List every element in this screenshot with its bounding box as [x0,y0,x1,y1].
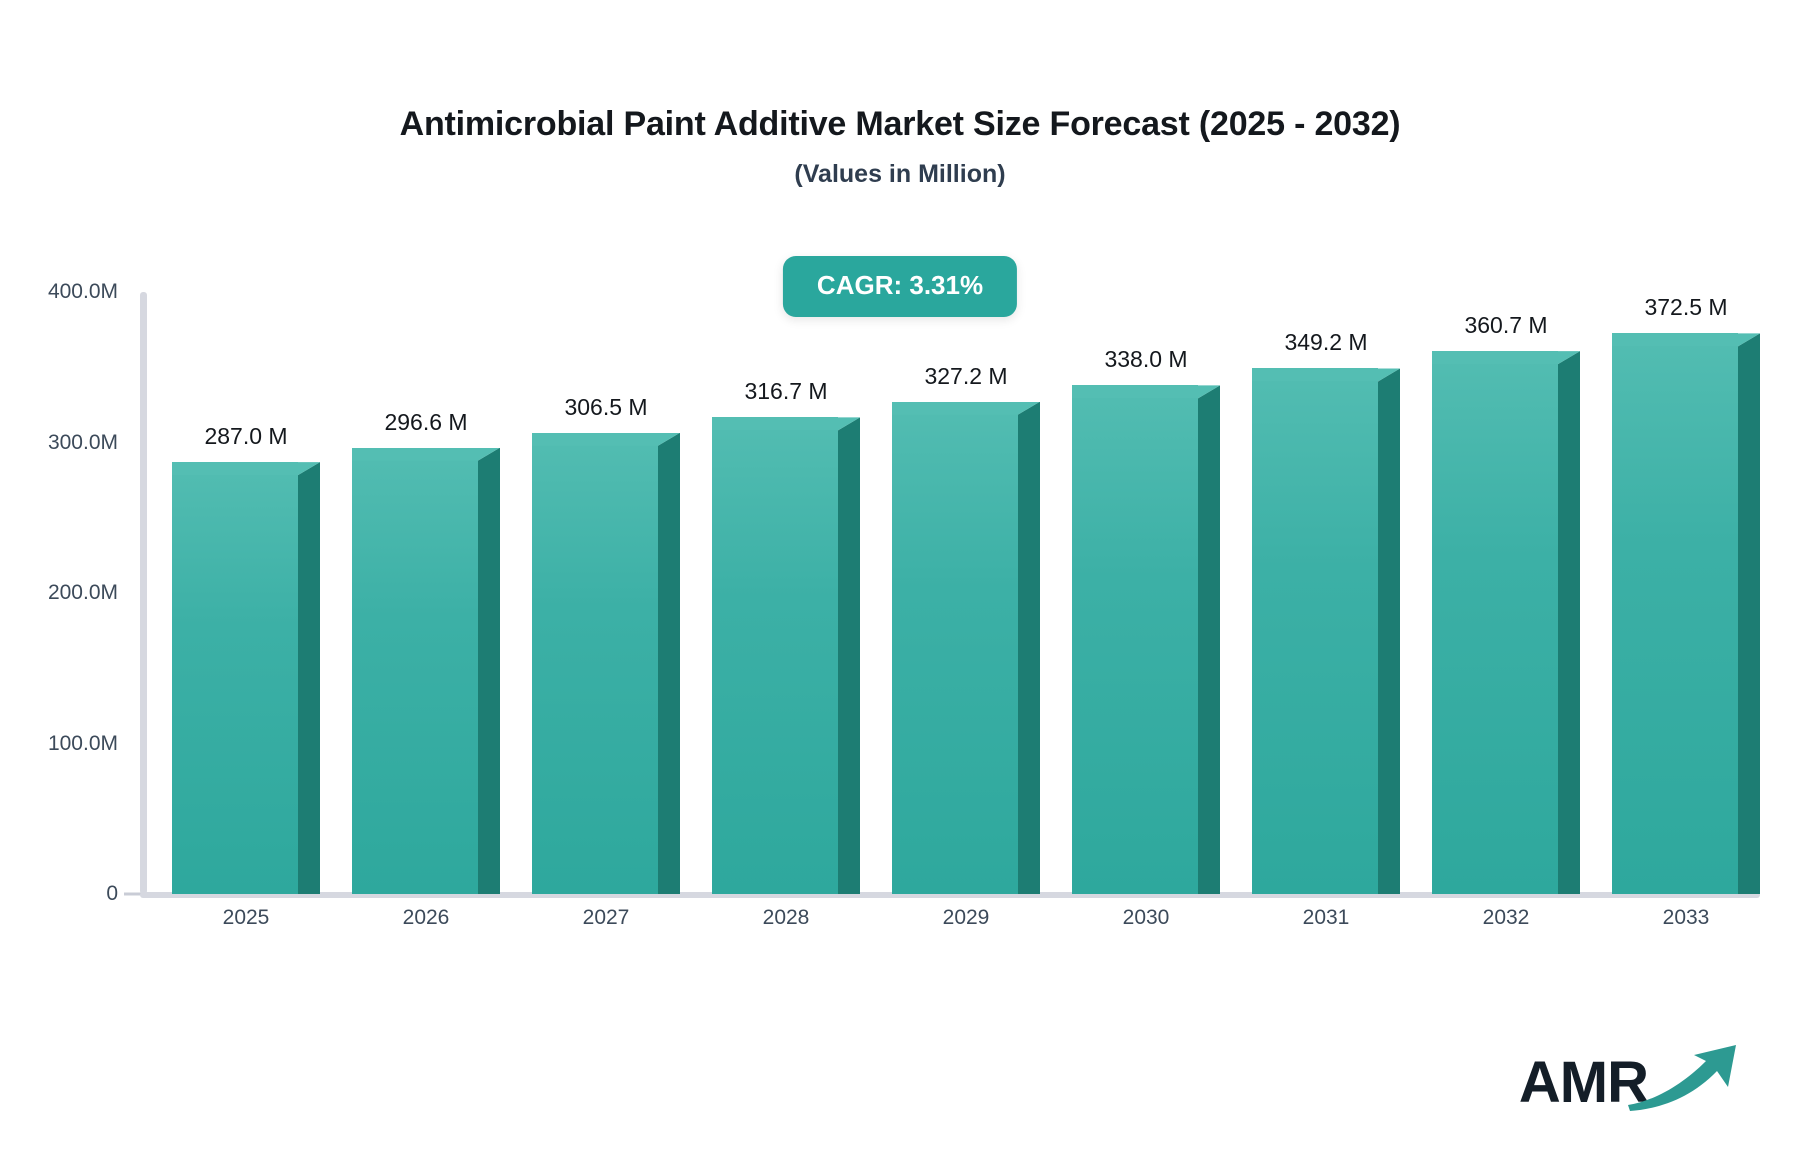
bar-side-face [838,417,860,894]
chart-subtitle: (Values in Million) [794,159,1006,188]
bar-side-face [478,447,500,894]
cagr-badge: CAGR: 3.31% [782,256,1018,317]
bar-top-face [172,462,320,476]
y-axis-tick-label: 0 [106,882,118,905]
x-axis-tick-2032: 2032 [1482,906,1530,929]
bar-body [1612,333,1760,894]
bar-top-face [892,401,1040,415]
bar-value-label: 316.7 M [744,378,828,405]
bar-side-face [1558,351,1580,894]
bar-side-face [1378,368,1400,894]
x-axis-tick-2026: 2026 [402,906,450,929]
x-axis-tick-2028: 2028 [762,906,810,929]
bar-top-face [712,417,860,431]
bar-value-label: 360.7 M [1464,312,1548,339]
y-axis-tick-400: 400.0M [48,280,118,304]
bar-front-face [172,462,298,894]
amr-logo: AMR [1519,1032,1744,1112]
bar-2029[interactable]: 327.2 M [892,363,1040,894]
bar-side-face [298,462,320,894]
x-axis-tick-2025: 2025 [222,906,270,929]
x-axis-tick-2033: 2033 [1662,906,1710,929]
bar-value-label: 338.0 M [1104,346,1188,373]
y-axis-labels: 400.0M 300.0M 200.0M 100.0M 0 [0,280,144,905]
bar-value-label: 287.0 M [204,423,288,450]
x-axis-tick-2030: 2030 [1122,906,1170,929]
bar-top-face [532,432,680,446]
bar-front-face [892,401,1018,894]
bar-2031[interactable]: 349.2 M [1252,329,1400,894]
bar-top-face [1432,351,1580,365]
x-axis-tick-2027: 2027 [582,906,630,929]
title-block: Antimicrobial Paint Additive Market Size… [0,104,1800,189]
y-axis-line [140,292,147,894]
bar-side-face [658,432,680,894]
bar-value-label: 372.5 M [1644,294,1728,321]
bar-front-face [1612,333,1738,894]
bar-front-face [352,447,478,894]
bar-side-face [1738,333,1760,894]
bar-2030[interactable]: 338.0 M [1072,346,1220,894]
amr-logo-text: AMR [1518,1050,1649,1115]
y-axis-tick-label: 300.0M [47,430,118,454]
bar-top-face [352,447,500,461]
bar-front-face [1432,351,1558,894]
bars-layer: 287.0 M 296.6 M 306.5 M 316.7 M 327.2 M 338.0… [140,292,1760,894]
bar-2033[interactable]: 372.5 M [1612,294,1760,894]
bar-2025[interactable]: 287.0 M [172,423,320,894]
y-axis-tick-dash [124,892,144,896]
bar-front-face [1072,385,1198,894]
y-axis-tick-label: 400.0M [47,280,118,303]
bar-value-label: 327.2 M [924,362,1008,389]
bar-value-label: 296.6 M [384,408,468,435]
plot-area: 287.0 M 296.6 M 306.5 M 316.7 M 327.2 M 338.0… [140,292,1760,898]
x-axis-labels: 2025 2026 2027 2028 2029 2030 2031 2032 2033 [140,906,1760,946]
y-axis-tick-0: 0 [106,882,144,906]
x-axis-line [140,892,1760,898]
bar-2027[interactable]: 306.5 M [532,394,680,894]
y-axis-tick-label: 100.0M [47,731,118,755]
y-axis-tick-200: 200.0M [48,581,118,605]
bar-top-face [1072,385,1220,399]
y-axis-tick-label: 200.0M [47,581,118,604]
chart-title: Antimicrobial Paint Additive Market Size… [399,105,1401,143]
bar-front-face [532,432,658,894]
x-axis-tick-2031: 2031 [1302,906,1350,929]
bar-body [712,417,860,894]
bar-value-label: 349.2 M [1284,329,1368,356]
bar-body [532,432,680,894]
bar-body [1072,385,1220,894]
bar-body [172,462,320,894]
bar-body [892,401,1040,894]
bar-top-face [1612,333,1760,347]
y-axis-tick-300: 300.0M [48,431,118,455]
x-axis-tick-2029: 2029 [942,906,990,929]
bar-value-label: 306.5 M [564,393,648,420]
bar-body [1252,368,1400,894]
bar-front-face [712,417,838,894]
bar-body [352,447,500,894]
bar-front-face [1252,368,1378,894]
bar-2026[interactable]: 296.6 M [352,409,500,894]
bar-2032[interactable]: 360.7 M [1432,312,1580,894]
growth-arrow-icon [1624,1039,1744,1116]
y-axis-tick-100: 100.0M [48,732,118,756]
bar-body [1432,351,1580,894]
bar-top-face [1252,368,1400,382]
bar-side-face [1198,385,1220,894]
bar-side-face [1018,401,1040,894]
bar-2028[interactable]: 316.7 M [712,378,860,894]
